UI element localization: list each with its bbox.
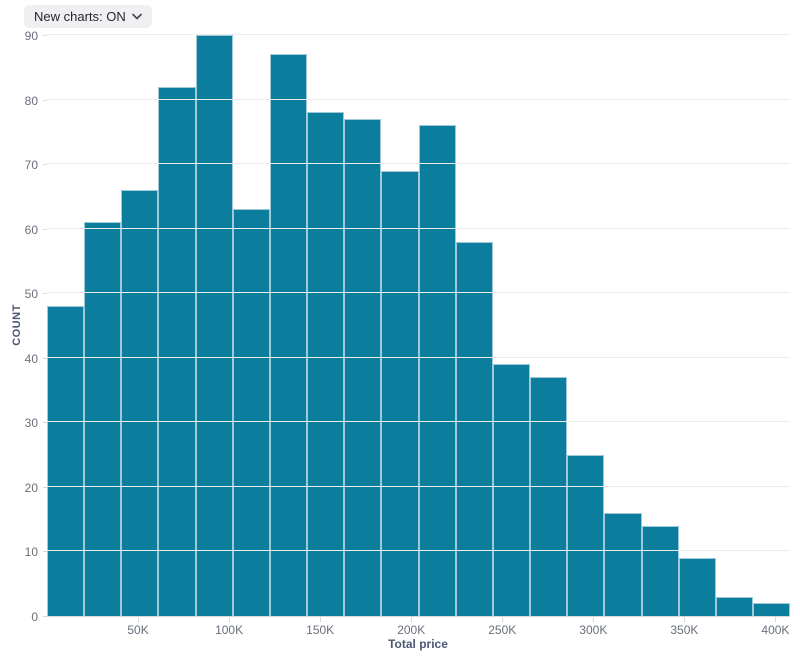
histogram-bar[interactable] [158,86,196,616]
y-tick-mark [43,551,47,553]
y-tick-mark [43,422,47,424]
x-tick-label: 250K [488,623,517,637]
histogram-bar[interactable] [121,189,159,616]
histogram-bar[interactable] [567,454,605,616]
x-tick-mark [502,617,504,622]
y-tick-label: 20 [24,480,38,495]
y-tick-mark [43,99,47,101]
chevron-down-icon [131,13,142,20]
histogram-bar[interactable] [678,557,716,616]
bars-container [47,35,791,616]
histogram-bar[interactable] [307,112,345,616]
y-tick-label: 10 [24,545,38,560]
y-tick-mark [43,228,47,230]
y-tick-label: 90 [24,29,38,43]
histogram-bar[interactable] [604,512,642,616]
histogram-bar[interactable] [715,596,753,616]
y-tick-mark [43,616,47,617]
histogram-bar[interactable] [752,603,791,616]
histogram-bar[interactable] [530,377,568,616]
histogram-bar[interactable] [641,525,679,616]
x-tick-mark [411,617,413,622]
y-tick-mark [43,164,47,166]
x-tick-label: 150K [306,623,335,637]
y-gridline [47,485,790,487]
y-tick-label: 30 [24,416,38,431]
x-axis-line [43,616,790,617]
y-gridline [47,550,790,552]
histogram-bar[interactable] [344,118,382,616]
y-tick-label: 40 [24,351,38,366]
x-tick-label: 350K [670,623,699,637]
new-charts-toggle-label: New charts: ON [34,9,126,24]
histogram-bar[interactable] [381,170,419,616]
y-gridline [47,292,790,294]
y-tick-mark [43,35,47,36]
x-tick-label: 200K [397,623,426,637]
histogram-bar[interactable] [492,364,531,616]
y-tick-label: 50 [24,287,38,302]
y-gridline [47,356,790,358]
x-tick-label: 50K [127,623,149,637]
y-gridline [47,163,790,165]
histogram-bar[interactable] [418,125,456,616]
x-tick-mark [684,617,686,622]
y-gridline [47,34,790,35]
histogram-bar[interactable] [455,241,493,616]
x-tick-label: 100K [215,623,244,637]
histogram-bar[interactable] [195,35,233,616]
histogram-bar[interactable] [84,222,122,616]
x-tick-mark [320,617,322,622]
x-tick-mark [775,617,777,622]
plot-area [47,34,791,616]
y-gridline [47,227,790,229]
histogram-bar[interactable] [47,306,85,616]
x-tick-mark [229,617,231,622]
y-tick-mark [43,357,47,359]
x-tick-label: 400K [761,623,790,637]
y-tick-mark [43,486,47,488]
y-gridline [47,421,790,423]
y-gridline [47,98,790,100]
x-tick-mark [138,617,140,622]
x-axis-title: Total price [388,637,448,651]
y-axis-title: COUNT [11,304,23,346]
y-tick-label: 60 [24,222,38,237]
x-tick-mark [593,617,595,622]
histogram-bar[interactable] [269,54,308,616]
y-tick-label: 0 [31,610,38,624]
histogram-bar[interactable] [232,209,270,616]
new-charts-toggle[interactable]: New charts: ON [24,5,152,28]
y-tick-mark [43,293,47,295]
y-tick-label: 70 [24,158,38,173]
x-tick-label: 300K [579,623,608,637]
y-tick-label: 80 [24,93,38,108]
